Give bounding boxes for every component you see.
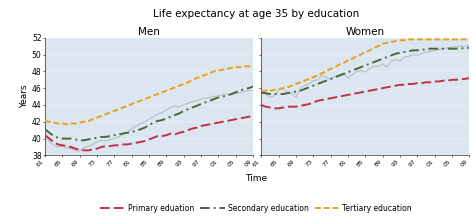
- Title: Women: Women: [346, 27, 385, 37]
- Legend: Primary eduation, Secondary education, Tertiary education: Primary eduation, Secondary education, T…: [97, 201, 415, 216]
- Y-axis label: Years: Years: [20, 85, 29, 108]
- Text: Time: Time: [245, 174, 267, 183]
- Text: Life expectancy at age 35 by education: Life expectancy at age 35 by education: [153, 9, 359, 19]
- Title: Men: Men: [138, 27, 160, 37]
